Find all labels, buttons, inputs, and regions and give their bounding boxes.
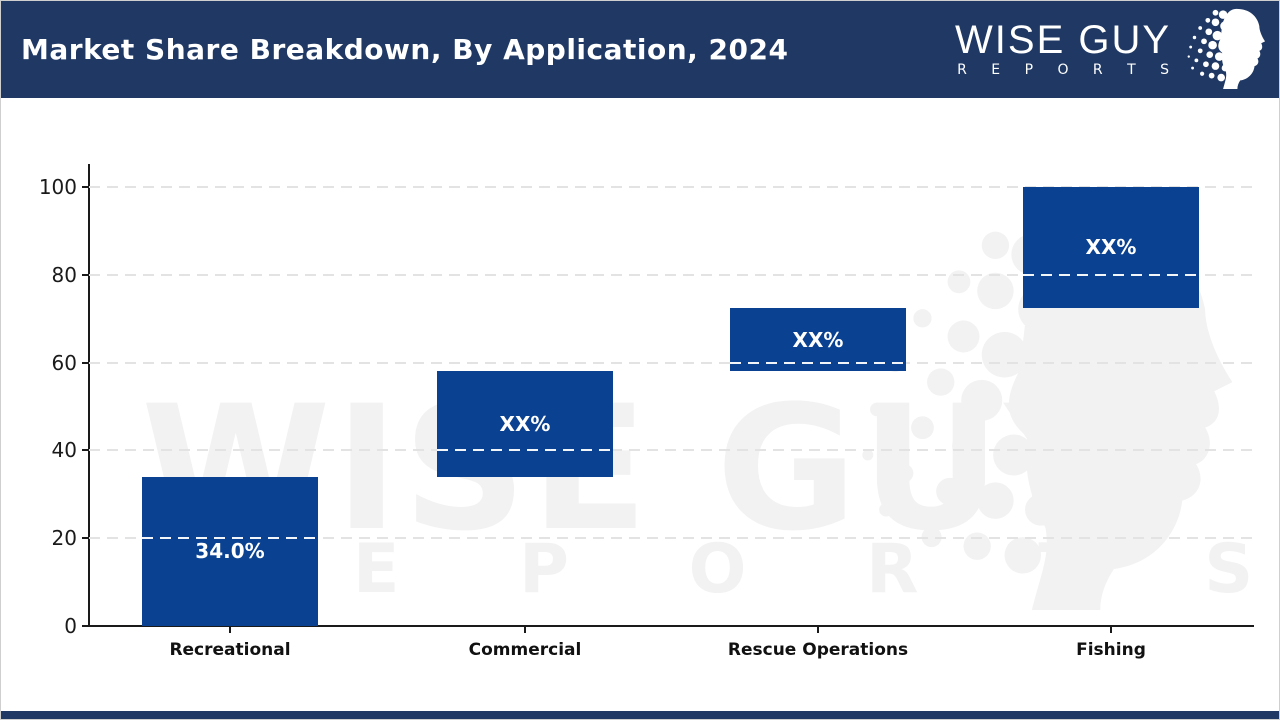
- gridline-over-bar: [730, 361, 906, 364]
- bar-fishing: XX%: [1023, 187, 1199, 308]
- bar-recreational: 34.0%: [142, 476, 318, 626]
- y-tick-mark: [82, 625, 89, 627]
- y-tick-mark: [82, 186, 89, 188]
- y-tick-mark: [82, 449, 89, 452]
- x-tick-label: Rescue Operations: [727, 640, 909, 660]
- x-tick-mark: [524, 627, 526, 633]
- gridline-over-bar: [437, 449, 613, 452]
- gridline: [89, 361, 1254, 364]
- y-tick-label: 20: [51, 526, 77, 551]
- x-tick-mark: [229, 627, 231, 633]
- x-tick-label: Recreational: [169, 640, 291, 660]
- bar-value-label: 34.0%: [195, 539, 265, 564]
- bar-value-label: XX%: [792, 327, 844, 352]
- page-title: Market Share Breakdown, By Application, …: [21, 33, 789, 66]
- gridline: [89, 537, 1254, 540]
- y-tick-label: 40: [51, 438, 77, 463]
- gridline-over-bar: [142, 537, 318, 540]
- gridline-over-bar: [1023, 273, 1199, 276]
- x-tick-mark: [1110, 627, 1112, 633]
- gridline: [89, 449, 1254, 452]
- x-tick-label: Commercial: [468, 640, 582, 660]
- y-tick-label: 100: [38, 175, 77, 199]
- gridline: [89, 273, 1254, 276]
- y-tick-label: 60: [51, 350, 77, 375]
- y-tick-mark: [82, 273, 89, 276]
- y-tick-label: 0: [64, 614, 77, 638]
- footer-bar: [1, 711, 1279, 719]
- logo-text: WISE GUY R E P O R T S: [947, 19, 1179, 78]
- bar-value-label: XX%: [1085, 235, 1137, 260]
- y-tick-mark: [82, 361, 89, 364]
- logo-subtitle: R E P O R T S: [957, 61, 1179, 78]
- x-tick-mark: [817, 627, 819, 633]
- y-tick-mark: [82, 537, 89, 540]
- bar-commercial: XX%: [437, 371, 613, 477]
- bar-value-label: XX%: [499, 412, 551, 437]
- x-tick-label: Fishing: [1076, 640, 1146, 660]
- logo-wordmark: WISE GUY: [955, 17, 1172, 62]
- y-tick-label: 80: [51, 262, 77, 287]
- wiseguy-logo: WISE GUY R E P O R T S: [947, 7, 1269, 89]
- header-bar: Market Share Breakdown, By Application, …: [1, 1, 1279, 98]
- y-axis-line: [88, 164, 90, 627]
- gridline: [89, 186, 1254, 188]
- x-axis-line: [88, 625, 1254, 627]
